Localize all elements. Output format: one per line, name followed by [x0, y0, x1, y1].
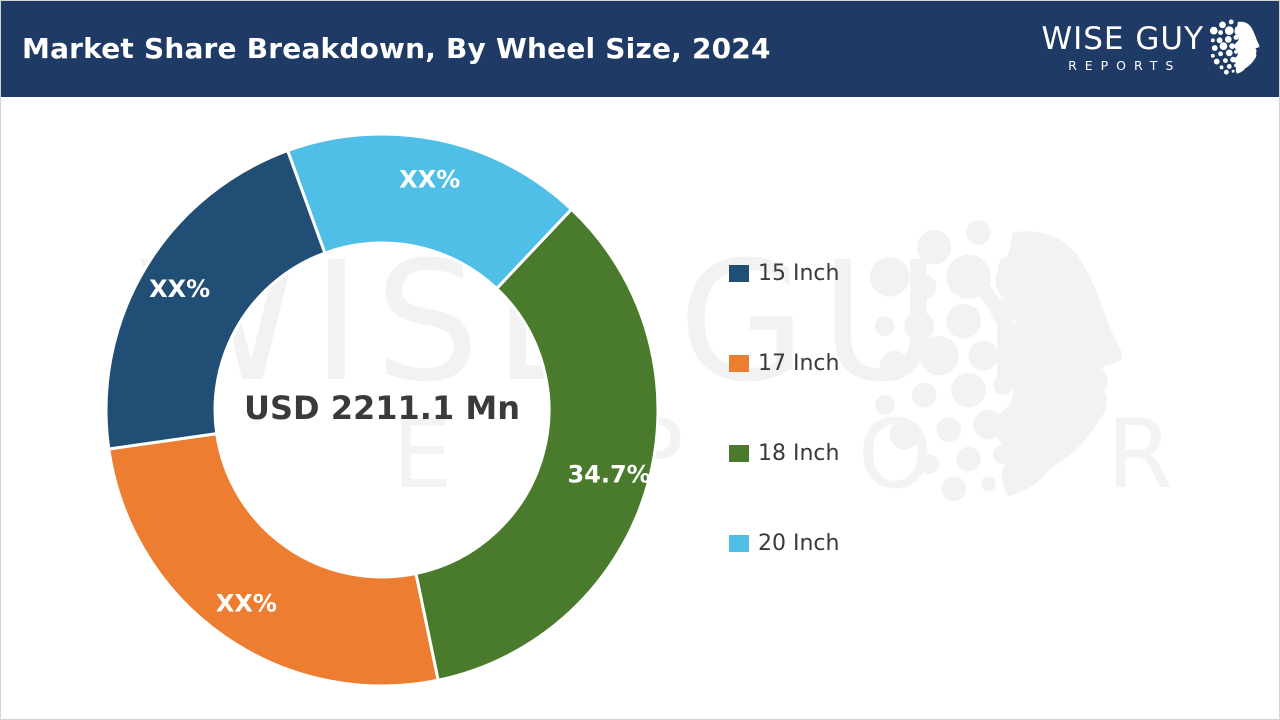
- legend-swatch: [729, 534, 749, 552]
- segment-label-18-inch: 34.7%: [567, 461, 650, 489]
- header-bar: Market Share Breakdown, By Wheel Size, 2…: [0, 0, 1280, 97]
- legend-item-20-inch: 20 Inch: [729, 528, 839, 558]
- donut-segment-18-inch: [414, 207, 660, 682]
- page-title: Market Share Breakdown, By Wheel Size, 2…: [22, 32, 771, 65]
- segment-label-15-inch: XX%: [149, 275, 210, 303]
- legend-label: 17 Inch: [758, 350, 840, 376]
- segment-label-20-inch: XX%: [399, 165, 460, 193]
- legend-label: 15 Inch: [758, 260, 840, 286]
- brand-logo: WISE GUY REPORTS: [1041, 10, 1266, 88]
- donut-segment-15-inch: [104, 149, 327, 451]
- brand-name: WISE GUY: [1041, 21, 1204, 57]
- legend-swatch: [729, 444, 749, 462]
- legend-item-18-inch: 18 Inch: [729, 438, 839, 468]
- chart-legend: 15 Inch 17 Inch 18 Inch 20 Inch: [729, 258, 839, 558]
- legend-swatch: [729, 264, 749, 282]
- donut-segment-20-inch: [286, 132, 573, 291]
- brand-subtitle: REPORTS: [1068, 58, 1182, 73]
- legend-swatch: [729, 354, 749, 372]
- chart-center-value: USD 2211.1 Mn: [244, 389, 520, 427]
- legend-item-15-inch: 15 Inch: [729, 258, 839, 288]
- legend-label: 18 Inch: [758, 440, 840, 466]
- legend-item-17-inch: 17 Inch: [729, 348, 839, 378]
- segment-label-17-inch: XX%: [216, 590, 277, 618]
- brand-logo-text: WISE GUY REPORTS: [1041, 21, 1204, 74]
- legend-label: 20 Inch: [758, 530, 840, 556]
- brand-face-icon: [1209, 19, 1260, 75]
- donut-segment-17-inch: [107, 432, 440, 688]
